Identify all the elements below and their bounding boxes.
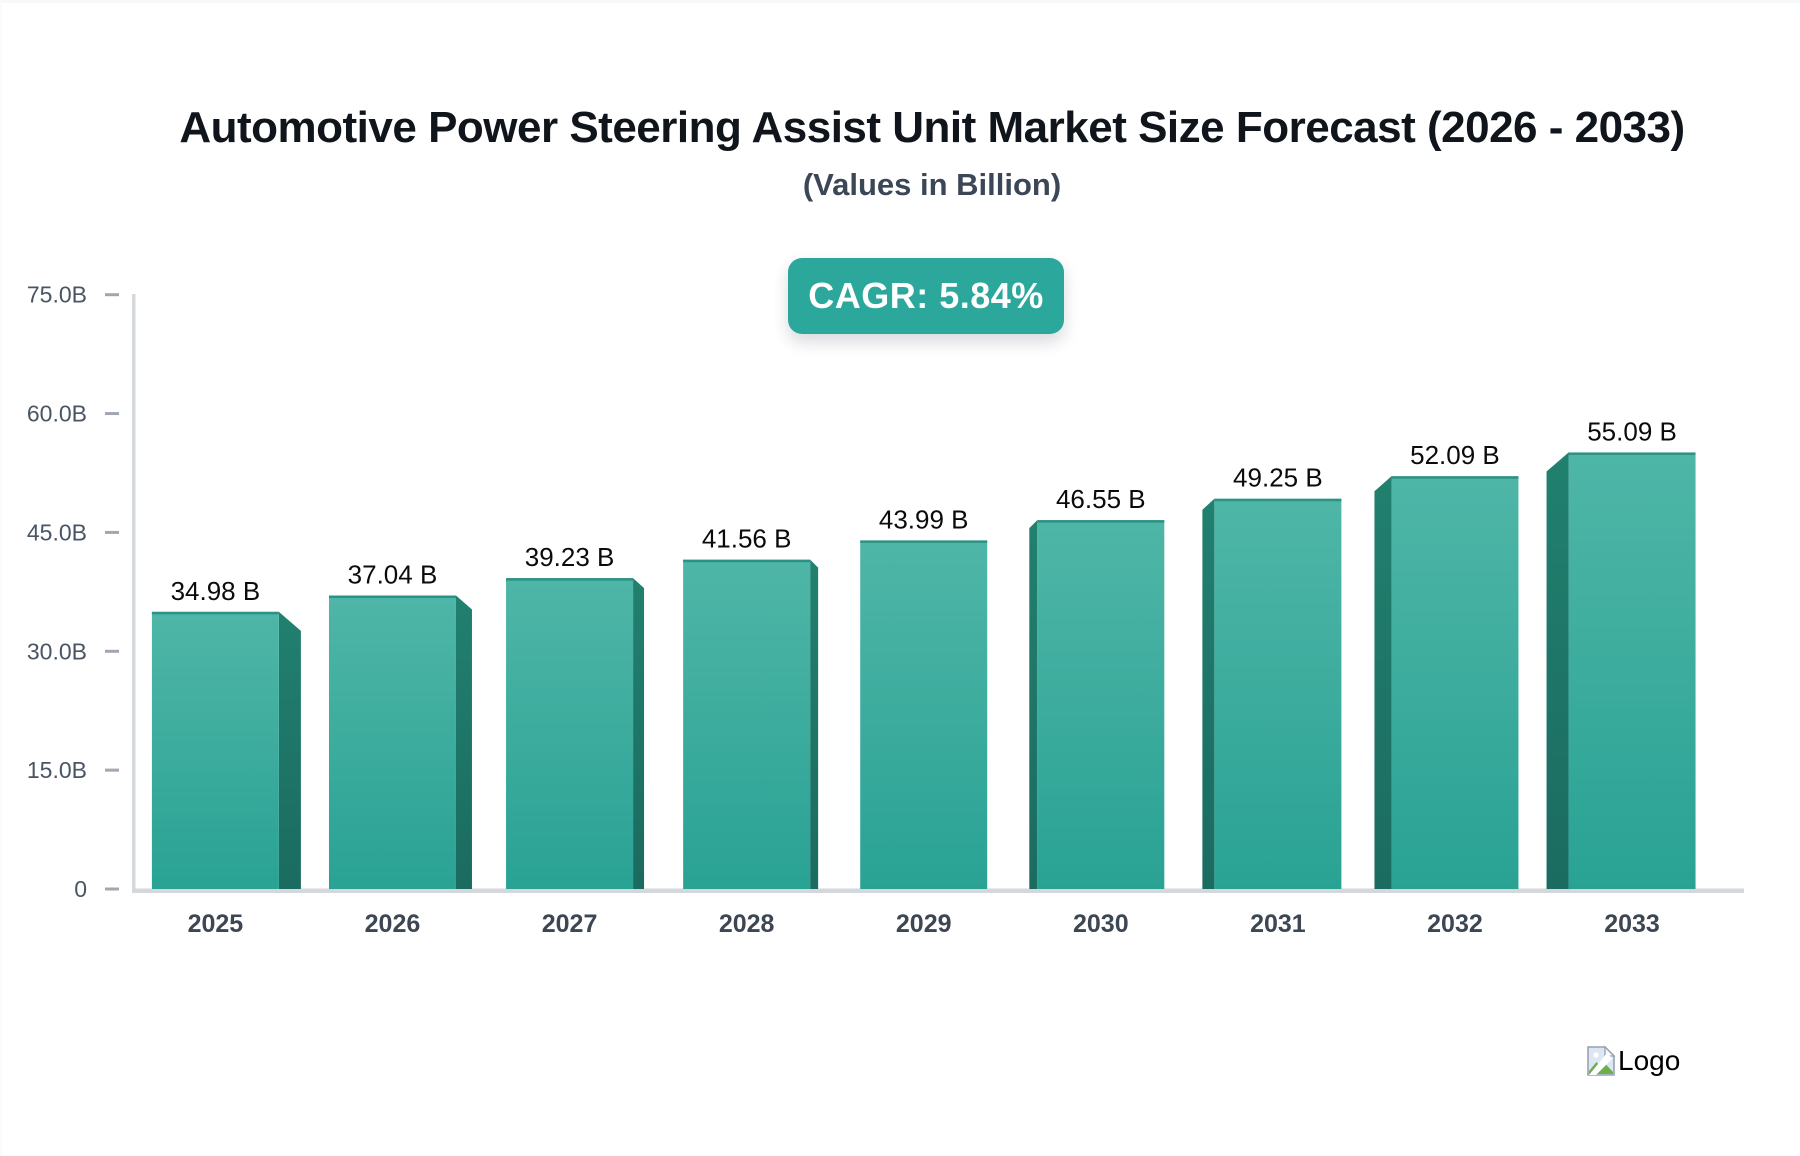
bar-top-edge xyxy=(683,559,811,563)
cagr-badge-label: CAGR: 5.84% xyxy=(808,275,1044,316)
y-tick-label: 45.0B xyxy=(27,519,87,545)
bar-value-label: 34.98 B xyxy=(171,576,261,606)
bar-group-2026: 37.04 B 2026 xyxy=(328,559,472,938)
bar-side-face xyxy=(455,595,472,889)
x-tick-label: 2033 xyxy=(1604,910,1660,938)
logo-broken-image: Logo xyxy=(1586,1043,1680,1079)
chart-title: Automotive Power Steering Assist Unit Ma… xyxy=(179,103,1685,152)
bar-front-face xyxy=(683,559,811,889)
bar-top-edge xyxy=(1391,476,1519,479)
x-tick-label: 2028 xyxy=(719,910,775,938)
bar-value-label: 39.23 B xyxy=(525,542,615,572)
y-tick-mark xyxy=(105,649,119,653)
bar-top-edge xyxy=(151,611,279,615)
bar-top-edge xyxy=(1214,498,1342,502)
x-tick-label: 2031 xyxy=(1250,910,1306,938)
bar-group-2033: 55.09 B 2033 xyxy=(1546,416,1696,938)
bar-front-face xyxy=(1568,452,1696,889)
x-tick-label: 2030 xyxy=(1073,910,1129,938)
bar-group-2027: 39.23 B 2027 xyxy=(506,542,645,938)
bar-group-2032: 52.09 B 2032 xyxy=(1374,440,1519,938)
y-tick-label: 75.0B xyxy=(27,282,87,308)
bar-value-label: 37.04 B xyxy=(348,559,438,589)
bar-value-label: 49.25 B xyxy=(1233,463,1323,493)
bar-group-2029: 43.99 B 2029 xyxy=(860,504,988,938)
bar-value-label: 43.99 B xyxy=(879,504,969,534)
bar-group-2028: 41.56 B 2028 xyxy=(683,524,819,938)
bar-front-face xyxy=(328,595,456,889)
x-tick-label: 2026 xyxy=(365,910,421,938)
x-tick-label: 2029 xyxy=(896,910,952,938)
bar-front-face xyxy=(506,578,634,889)
x-tick-label: 2025 xyxy=(188,910,244,938)
bar-front-face xyxy=(151,611,279,889)
bar-side-face xyxy=(810,559,819,889)
bar-group-2031: 49.25 B 2031 xyxy=(1202,463,1342,938)
bar-chart: 0 15.0B 30.0B 45.0B 60.0B 75.0B 34.98 B 2025 37.… xyxy=(27,282,1744,938)
bar-front-face xyxy=(1037,520,1165,889)
bar-group-2025: 34.98 B 2025 xyxy=(151,576,301,938)
bar-side-face xyxy=(1374,476,1392,889)
bar-front-face xyxy=(1214,498,1342,889)
logo-text: Logo xyxy=(1618,1045,1681,1076)
bar-top-edge xyxy=(506,578,634,581)
x-tick-label: 2032 xyxy=(1427,910,1483,938)
bar-side-face xyxy=(278,611,301,889)
y-tick-mark xyxy=(105,768,119,772)
bar-side-face xyxy=(1202,498,1215,889)
bar-value-label: 52.09 B xyxy=(1410,440,1500,470)
y-tick-mark xyxy=(105,887,119,891)
bar-value-label: 41.56 B xyxy=(702,524,792,554)
bar-side-face xyxy=(1029,520,1038,889)
y-tick-label: 15.0B xyxy=(27,757,87,783)
bar-top-edge xyxy=(328,595,456,598)
bar-value-label: 46.55 B xyxy=(1056,484,1146,514)
bar-top-edge xyxy=(860,540,988,543)
bar-top-edge xyxy=(1037,520,1165,523)
y-tick-mark xyxy=(105,530,119,534)
bar-side-face xyxy=(633,578,645,889)
bar-top-edge xyxy=(1568,452,1696,455)
y-tick-label: 0 xyxy=(74,876,87,902)
bar-group-2030: 46.55 B 2030 xyxy=(1029,484,1165,938)
bar-side-face xyxy=(1546,452,1569,889)
y-tick-mark xyxy=(105,293,119,297)
x-tick-label: 2027 xyxy=(542,910,598,938)
bar-front-face xyxy=(1391,476,1519,889)
chart-subtitle: (Values in Billion) xyxy=(802,167,1062,202)
y-axis-line xyxy=(132,294,136,893)
bar-front-face xyxy=(860,540,988,889)
y-tick-label: 30.0B xyxy=(27,638,87,664)
cagr-badge: CAGR: 5.84% xyxy=(788,258,1064,334)
x-axis-line xyxy=(132,888,1744,893)
y-tick-mark xyxy=(105,412,119,416)
bar-value-label: 55.09 B xyxy=(1587,416,1677,446)
broken-image-icon xyxy=(1587,1045,1616,1076)
y-tick-label: 60.0B xyxy=(27,401,87,427)
